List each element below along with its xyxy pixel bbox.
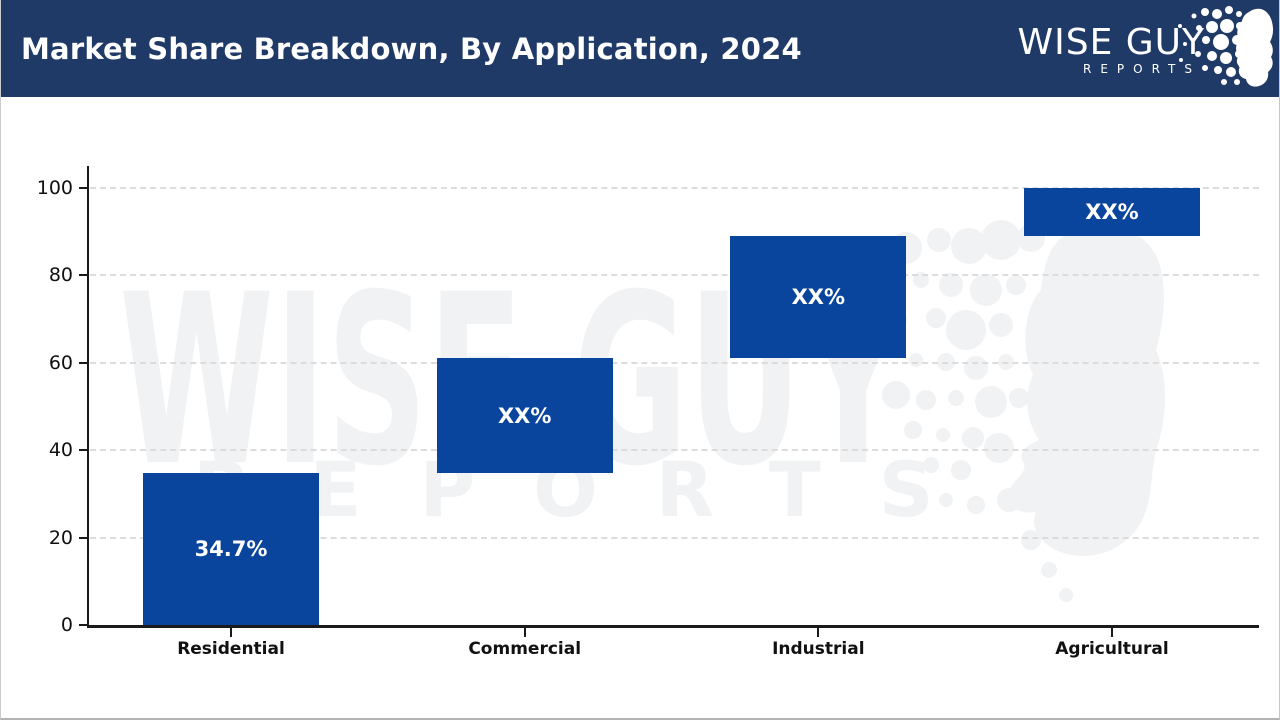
x-category-label: Residential (177, 639, 285, 659)
wise-guy-logo: WISE GUY REPORTS (1018, 0, 1275, 97)
gridline (90, 361, 1259, 364)
y-axis-tick (79, 274, 87, 276)
y-axis-tick (79, 361, 87, 364)
y-tick-label: 40 (48, 439, 73, 461)
y-tick-label: 0 (60, 614, 73, 636)
logo-subtitle: REPORTS (1082, 62, 1201, 76)
gridline (90, 536, 1259, 539)
bar-value-label: XX% (1085, 199, 1139, 224)
gridline (90, 449, 1259, 451)
bar-residential: 34.7% (143, 473, 319, 625)
bar-value-label: 34.7% (194, 537, 268, 562)
y-tick-label: 80 (48, 264, 73, 286)
y-axis-line (87, 166, 89, 627)
x-axis-tick (817, 628, 820, 637)
y-tick-label: 20 (48, 526, 73, 549)
header-bar: Market Share Breakdown, By Application, … (1, 0, 1279, 97)
y-axis-tick (79, 449, 87, 451)
y-axis-tick (79, 624, 87, 626)
x-category-label: Agricultural (1055, 639, 1169, 659)
x-category-label: Commercial (468, 639, 582, 659)
y-axis-tick (79, 536, 87, 539)
bar-industrial: XX% (730, 235, 907, 359)
x-axis-tick (230, 628, 232, 637)
x-axis-tick (523, 628, 526, 637)
bar-agricultural: XX% (1024, 187, 1200, 236)
bar-value-label: XX% (497, 403, 552, 428)
x-axis-line (87, 625, 1259, 628)
y-tick-label: 100 (36, 176, 73, 199)
logo-wordmark: WISE GUY (1017, 22, 1205, 63)
logo-face-icon (1178, 6, 1274, 87)
x-category-label: Industrial (772, 639, 865, 659)
bar-commercial: XX% (436, 358, 613, 474)
x-axis-tick (1111, 628, 1113, 637)
gridline (90, 274, 1259, 276)
y-axis-tick (79, 186, 87, 189)
page-title: Market Share Breakdown, By Application, … (21, 31, 802, 66)
bar-value-label: XX% (791, 284, 846, 309)
y-tick-label: 60 (48, 351, 73, 374)
gridline (90, 186, 1259, 189)
